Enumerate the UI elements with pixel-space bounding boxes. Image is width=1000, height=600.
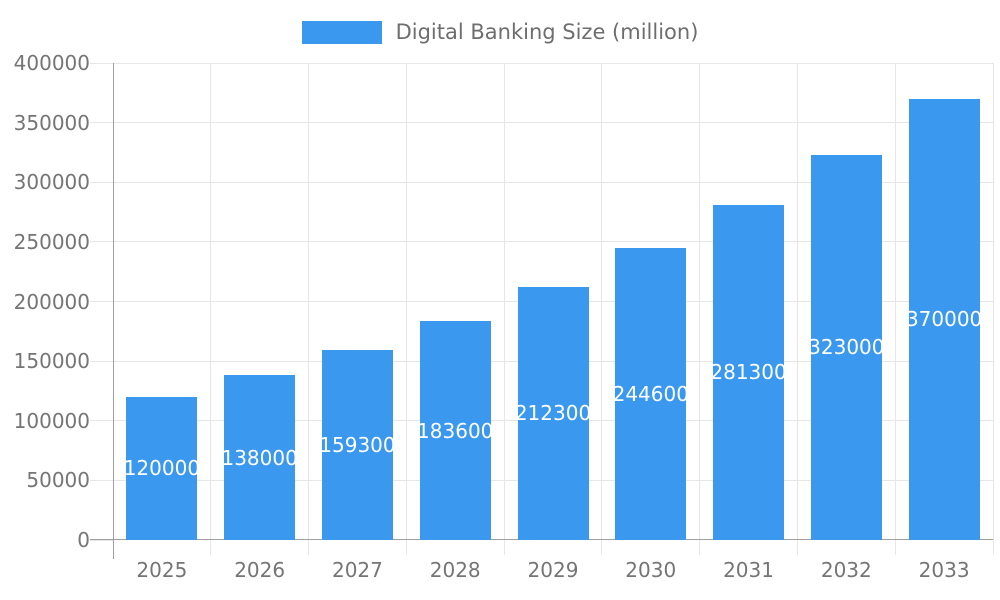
- v-gridline: [894, 63, 896, 555]
- bar-value-label: 159300: [321, 433, 393, 458]
- y-tick-label: 0: [77, 528, 90, 552]
- x-tick-label: 2025: [136, 558, 188, 582]
- bar-value-label: 138000: [224, 445, 296, 470]
- x-tick-label: 2033: [918, 558, 970, 582]
- bar-value-label: 281300: [713, 360, 785, 385]
- h-gridline: [90, 62, 993, 64]
- bar-value-label: 212300: [517, 401, 589, 426]
- x-tick-label: 2032: [820, 558, 872, 582]
- bar-value-label: 183600: [419, 418, 491, 443]
- bar-2031: 281300: [713, 204, 785, 540]
- v-gridline: [503, 63, 505, 555]
- y-tick-label: 100000: [13, 408, 90, 433]
- x-tick-label: 2029: [527, 558, 579, 582]
- v-gridline: [796, 63, 798, 555]
- y-tick-label: 350000: [13, 110, 90, 135]
- v-gridline: [308, 63, 310, 555]
- x-tick-label: 2028: [429, 558, 481, 582]
- h-gridline: [90, 241, 993, 243]
- y-tick-label: 250000: [13, 229, 90, 254]
- x-tick-label: 2026: [234, 558, 286, 582]
- y-axis-tick: [90, 539, 113, 541]
- v-gridline: [992, 63, 994, 555]
- bar-2030: 244600: [615, 248, 687, 540]
- h-gridline: [90, 122, 993, 124]
- v-gridline: [210, 63, 212, 555]
- plot-area: 120000 138000 159300 183600 212300 244600 2813…: [90, 62, 994, 559]
- bar-2028: 183600: [419, 321, 491, 540]
- x-tick-label: 2030: [625, 558, 677, 582]
- legend-label: Digital Banking Size (million): [395, 20, 699, 44]
- bar-2032: 323000: [810, 154, 882, 540]
- y-tick-label: 50000: [26, 468, 90, 493]
- v-gridline: [601, 63, 603, 555]
- bar-value-label: 370000: [908, 307, 980, 332]
- chart-legend: Digital Banking Size (million): [0, 20, 1000, 44]
- v-gridline: [699, 63, 701, 555]
- y-tick-label: 300000: [13, 170, 90, 195]
- bar-2033: 370000: [908, 98, 980, 540]
- y-axis-line: [113, 63, 114, 559]
- legend-swatch: [301, 20, 382, 44]
- x-tick-label: 2031: [723, 558, 774, 582]
- bar-value-label: 244600: [615, 382, 687, 407]
- bar-2026: 138000: [224, 375, 296, 540]
- bar-value-label: 323000: [810, 335, 882, 360]
- y-tick-label: 150000: [13, 349, 90, 374]
- x-tick-label: 2027: [331, 558, 383, 582]
- bar-2029: 212300: [517, 286, 589, 540]
- h-gridline: [90, 181, 993, 183]
- v-gridline: [405, 63, 407, 555]
- bar-2027: 159300: [321, 350, 393, 540]
- bar-2025: 120000: [126, 396, 198, 540]
- y-tick-label: 400000: [13, 51, 90, 75]
- bar-value-label: 120000: [126, 456, 198, 481]
- y-tick-label: 200000: [13, 289, 90, 314]
